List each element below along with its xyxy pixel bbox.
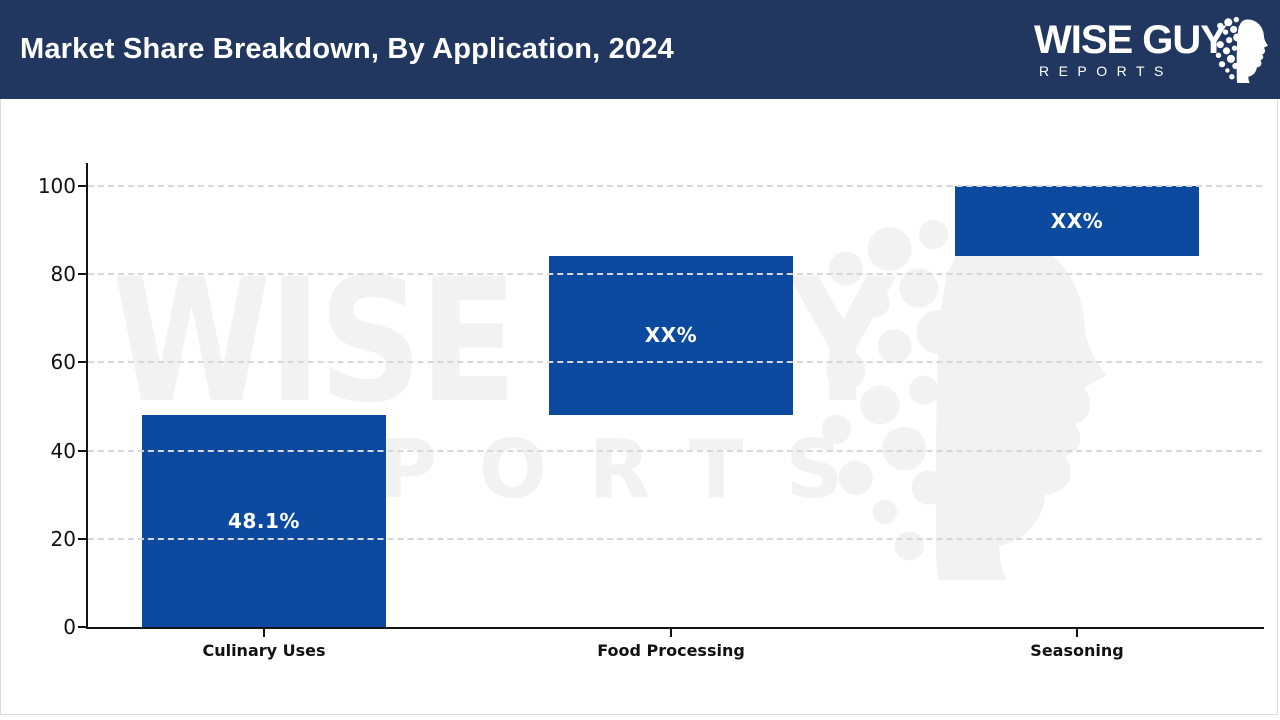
x-tick-mark [670, 629, 672, 637]
bar-culinary-uses: 48.1% [142, 414, 386, 627]
y-tick-label-20: 20 [50, 526, 76, 551]
gridline-100 [88, 185, 1262, 187]
y-tick-label-80: 80 [50, 262, 76, 287]
y-axis-spine [86, 163, 88, 629]
gridline-80 [88, 273, 1262, 276]
x-tick-mark [263, 629, 265, 637]
bar-value-label: 48.1% [228, 508, 300, 533]
bar-seasoning: XX% [955, 186, 1199, 257]
logo-wordmark-line1: WISE GUY [1033, 18, 1227, 62]
y-tick-mark [78, 626, 87, 628]
x-tick-label-food-processing: Food Processing [597, 641, 745, 660]
bar-food-processing: XX% [549, 256, 793, 415]
logo: WISE GUY REPORTS [1034, 0, 1272, 99]
y-tick-mark [78, 449, 87, 452]
logo-wordmark-line2: REPORTS [1038, 63, 1173, 79]
bar-value-label: XX% [1050, 209, 1104, 234]
x-tick-label-seasoning: Seasoning [1030, 641, 1124, 660]
y-tick-label-100: 100 [37, 174, 76, 198]
gridline-20 [88, 537, 1262, 540]
x-tick-label-culinary-uses: Culinary Uses [202, 641, 326, 660]
bar-value-label: XX% [644, 323, 698, 348]
y-tick-label-40: 40 [50, 438, 76, 463]
x-axis-spine [86, 627, 1264, 629]
y-tick-mark [78, 361, 87, 364]
page-title: Market Share Breakdown, By Application, … [20, 33, 674, 65]
content-frame [0, 99, 1278, 715]
x-tick-mark [1076, 629, 1078, 637]
logo-head-icon [1215, 16, 1268, 83]
y-tick-mark [78, 273, 87, 276]
y-tick-label-60: 60 [50, 350, 76, 375]
y-tick-mark [78, 537, 87, 540]
gridline-40 [88, 449, 1262, 452]
y-tick-mark [78, 185, 87, 187]
y-tick-label-0: 0 [63, 615, 76, 639]
gridline-60 [88, 361, 1262, 364]
header: Market Share Breakdown, By Application, … [0, 0, 1280, 99]
logo-wordmark: WISE GUY REPORTS [1033, 18, 1227, 79]
